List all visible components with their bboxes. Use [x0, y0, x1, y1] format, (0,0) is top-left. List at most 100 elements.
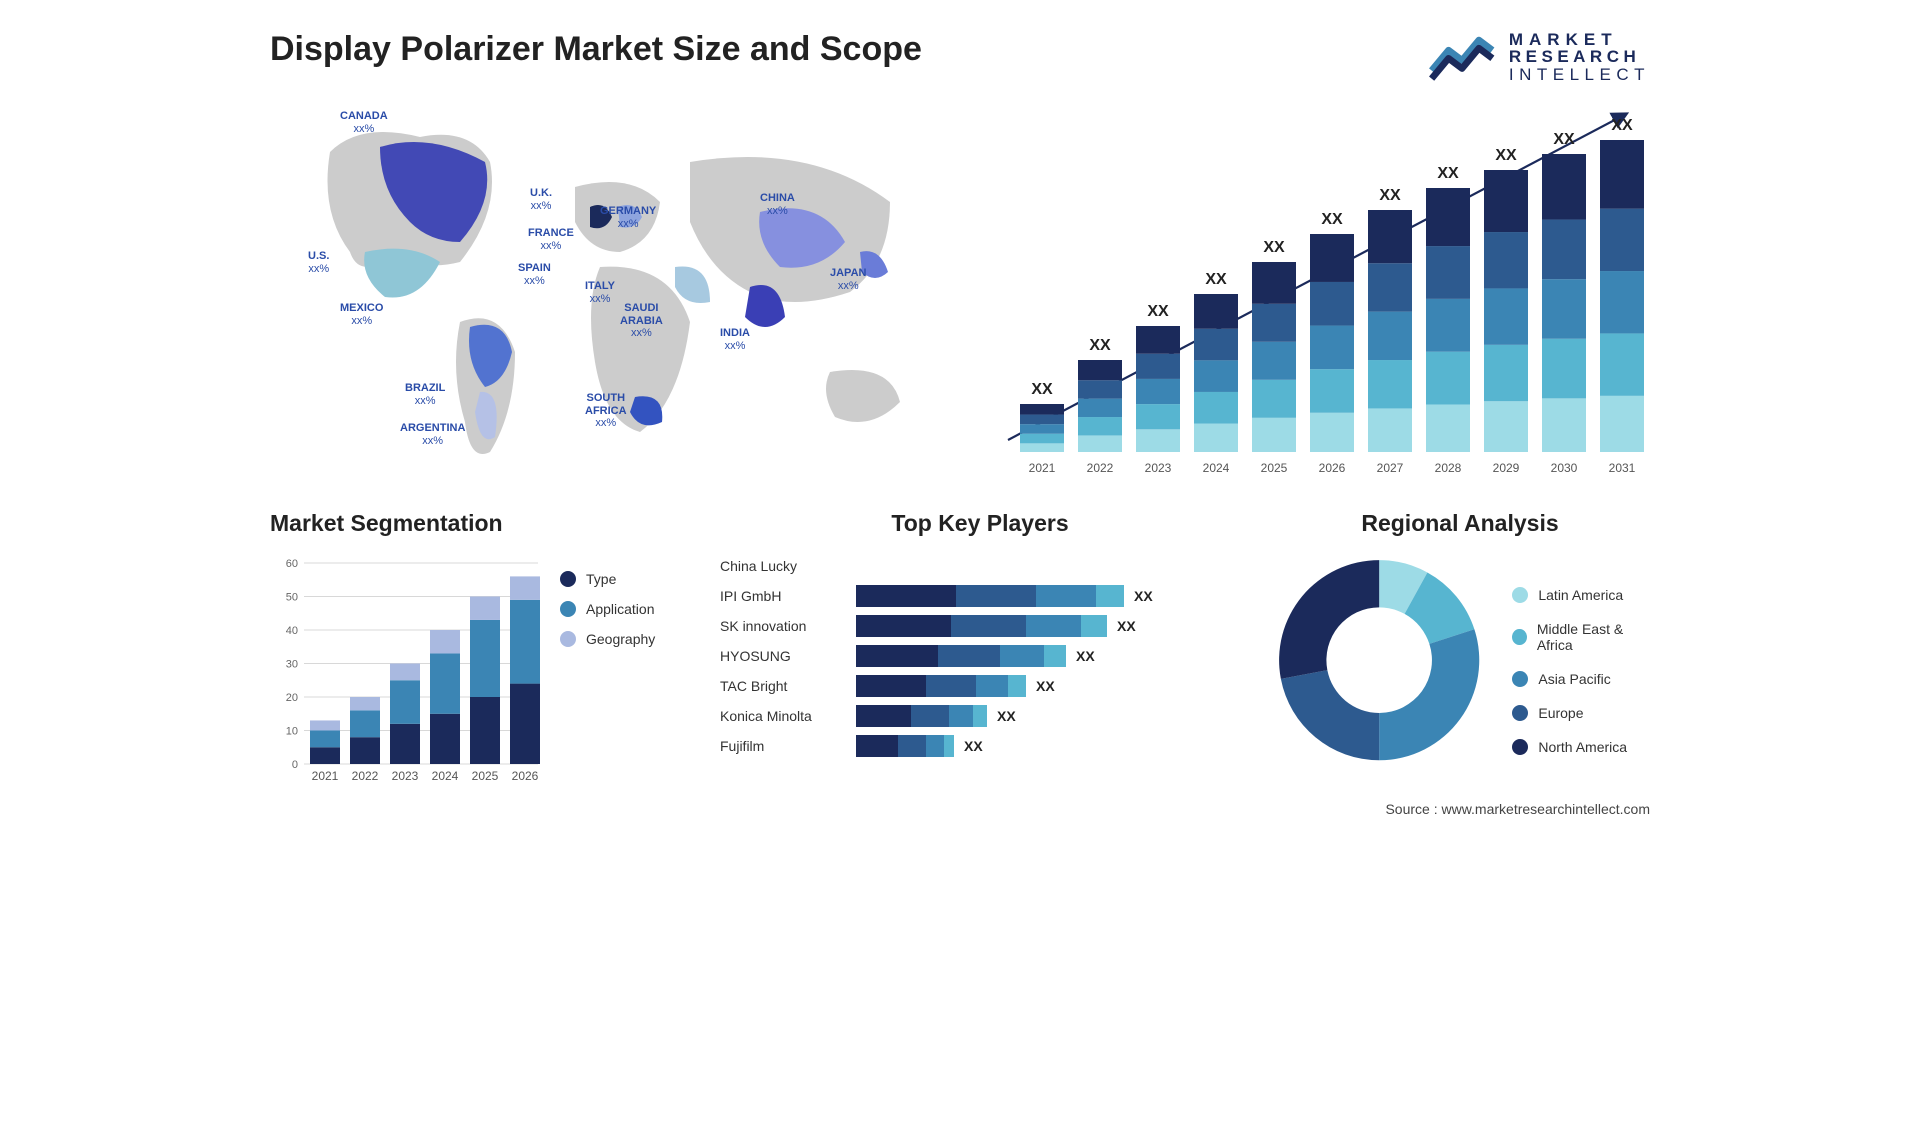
logo-line: INTELLECT: [1509, 66, 1650, 83]
players-bars: XXXXXXXXXXXX: [856, 551, 1240, 761]
svg-text:2025: 2025: [1261, 461, 1288, 475]
svg-text:2027: 2027: [1377, 461, 1404, 475]
svg-text:60: 60: [286, 558, 298, 570]
svg-text:XX: XX: [1205, 271, 1227, 288]
page-title: Display Polarizer Market Size and Scope: [270, 30, 922, 69]
source-label: Source : www.marketresearchintellect.com: [270, 801, 1650, 817]
players-title: Top Key Players: [720, 510, 1240, 537]
svg-text:10: 10: [286, 726, 298, 738]
segmentation-chart: 0 10 20 30 40 50 60 2021 2022 2023 2024 2025 2026: [270, 551, 540, 786]
regional-donut: [1270, 551, 1488, 791]
players-panel: Top Key Players China LuckyIPI GmbHSK in…: [720, 510, 1240, 791]
player-label: SK innovation: [720, 611, 840, 641]
player-bar-row: [856, 551, 1240, 581]
svg-text:XX: XX: [1437, 165, 1459, 182]
map-country-label: SOUTHAFRICAxx%: [585, 392, 627, 430]
brand-logo: MARKET RESEARCH INTELLECT: [1427, 30, 1650, 84]
segmentation-title: Market Segmentation: [270, 510, 690, 537]
main-row: CANADAxx% U.S.xx% MEXICOxx% BRAZILxx% ARGENT…: [270, 92, 1650, 482]
map-country-label: CHINAxx%: [760, 192, 795, 217]
svg-text:30: 30: [286, 659, 298, 671]
player-label: Konica Minolta: [720, 701, 840, 731]
player-label: Fujifilm: [720, 731, 840, 761]
infographic-page: Display Polarizer Market Size and Scope …: [240, 0, 1680, 837]
regional-legend-item: Asia Pacific: [1512, 671, 1650, 687]
svg-text:40: 40: [286, 625, 298, 637]
svg-text:2021: 2021: [312, 769, 339, 783]
svg-text:2028: 2028: [1435, 461, 1462, 475]
svg-text:XX: XX: [1031, 381, 1053, 398]
segmentation-legend-item: Geography: [560, 631, 690, 647]
svg-text:2026: 2026: [1319, 461, 1346, 475]
svg-text:2022: 2022: [1087, 461, 1114, 475]
logo-text: MARKET RESEARCH INTELLECT: [1509, 31, 1650, 83]
regional-legend-item: Latin America: [1512, 587, 1650, 603]
player-label: China Lucky: [720, 551, 840, 581]
svg-text:2023: 2023: [392, 769, 419, 783]
svg-text:0: 0: [292, 759, 298, 771]
svg-text:2031: 2031: [1609, 461, 1636, 475]
regional-title: Regional Analysis: [1270, 510, 1650, 537]
map-country-label: FRANCExx%: [528, 227, 574, 252]
svg-text:2023: 2023: [1145, 461, 1172, 475]
header-row: Display Polarizer Market Size and Scope …: [270, 30, 1650, 84]
svg-text:2025: 2025: [472, 769, 499, 783]
map-country-label: GERMANYxx%: [600, 205, 656, 230]
map-country-label: U.K.xx%: [530, 187, 552, 212]
regional-legend-item: North America: [1512, 739, 1650, 755]
map-country-label: CANADAxx%: [340, 110, 388, 135]
svg-text:2022: 2022: [352, 769, 379, 783]
svg-text:2029: 2029: [1493, 461, 1520, 475]
segmentation-legend-item: Type: [560, 571, 690, 587]
logo-line: RESEARCH: [1509, 48, 1650, 65]
map-country-label: JAPANxx%: [830, 267, 866, 292]
regional-legend-item: Middle East & Africa: [1512, 621, 1650, 653]
svg-text:50: 50: [286, 592, 298, 604]
map-country-label: MEXICOxx%: [340, 302, 383, 327]
segmentation-legend-item: Application: [560, 601, 690, 617]
svg-text:XX: XX: [1495, 147, 1517, 164]
regional-legend: Latin America Middle East & Africa Asia Pa…: [1512, 587, 1650, 755]
logo-line: MARKET: [1509, 31, 1650, 48]
player-label: IPI GmbH: [720, 581, 840, 611]
player-bar-row: XX: [856, 611, 1240, 641]
svg-text:2030: 2030: [1551, 461, 1578, 475]
svg-text:2024: 2024: [432, 769, 459, 783]
growth-chart: XX 2021 XX 2022 XX 2023 XX 2024 XX 2025 XX 2026 XX 20…: [990, 92, 1650, 482]
svg-text:20: 20: [286, 692, 298, 704]
logo-mark-icon: [1427, 30, 1497, 84]
svg-text:XX: XX: [1147, 303, 1169, 320]
player-bar-row: XX: [856, 641, 1240, 671]
growth-chart-svg: XX 2021 XX 2022 XX 2023 XX 2024 XX 2025 XX 2026 XX 20…: [990, 92, 1650, 482]
svg-text:XX: XX: [1321, 211, 1343, 228]
player-label: HYOSUNG: [720, 641, 840, 671]
svg-text:XX: XX: [1089, 337, 1111, 354]
regional-panel: Regional Analysis Latin America Middle Ea…: [1270, 510, 1650, 791]
bottom-row: Market Segmentation 0 10 20 30 40 50 60 2021 202…: [270, 510, 1650, 791]
segmentation-legend: Type Application Geography: [560, 551, 690, 786]
map-country-label: SAUDIARABIAxx%: [620, 302, 663, 340]
regional-legend-item: Europe: [1512, 705, 1650, 721]
svg-text:XX: XX: [1553, 131, 1575, 148]
map-country-label: ARGENTINAxx%: [400, 422, 465, 447]
svg-text:2021: 2021: [1029, 461, 1056, 475]
players-labels: China LuckyIPI GmbHSK innovationHYOSUNGT…: [720, 551, 840, 761]
svg-text:XX: XX: [1263, 239, 1285, 256]
map-country-label: U.S.xx%: [308, 250, 329, 275]
world-map: CANADAxx% U.S.xx% MEXICOxx% BRAZILxx% ARGENT…: [270, 92, 950, 482]
player-bar-row: XX: [856, 731, 1240, 761]
player-bar-row: XX: [856, 701, 1240, 731]
svg-text:2024: 2024: [1203, 461, 1230, 475]
player-bar-row: XX: [856, 581, 1240, 611]
player-label: TAC Bright: [720, 671, 840, 701]
map-country-label: BRAZILxx%: [405, 382, 445, 407]
svg-text:2026: 2026: [512, 769, 539, 783]
segmentation-panel: Market Segmentation 0 10 20 30 40 50 60 2021 202…: [270, 510, 690, 791]
player-bar-row: XX: [856, 671, 1240, 701]
map-country-label: SPAINxx%: [518, 262, 551, 287]
svg-text:XX: XX: [1611, 117, 1633, 134]
donut-chart-svg: [1270, 551, 1488, 769]
map-country-label: ITALYxx%: [585, 280, 615, 305]
map-country-label: INDIAxx%: [720, 327, 750, 352]
svg-text:XX: XX: [1379, 187, 1401, 204]
